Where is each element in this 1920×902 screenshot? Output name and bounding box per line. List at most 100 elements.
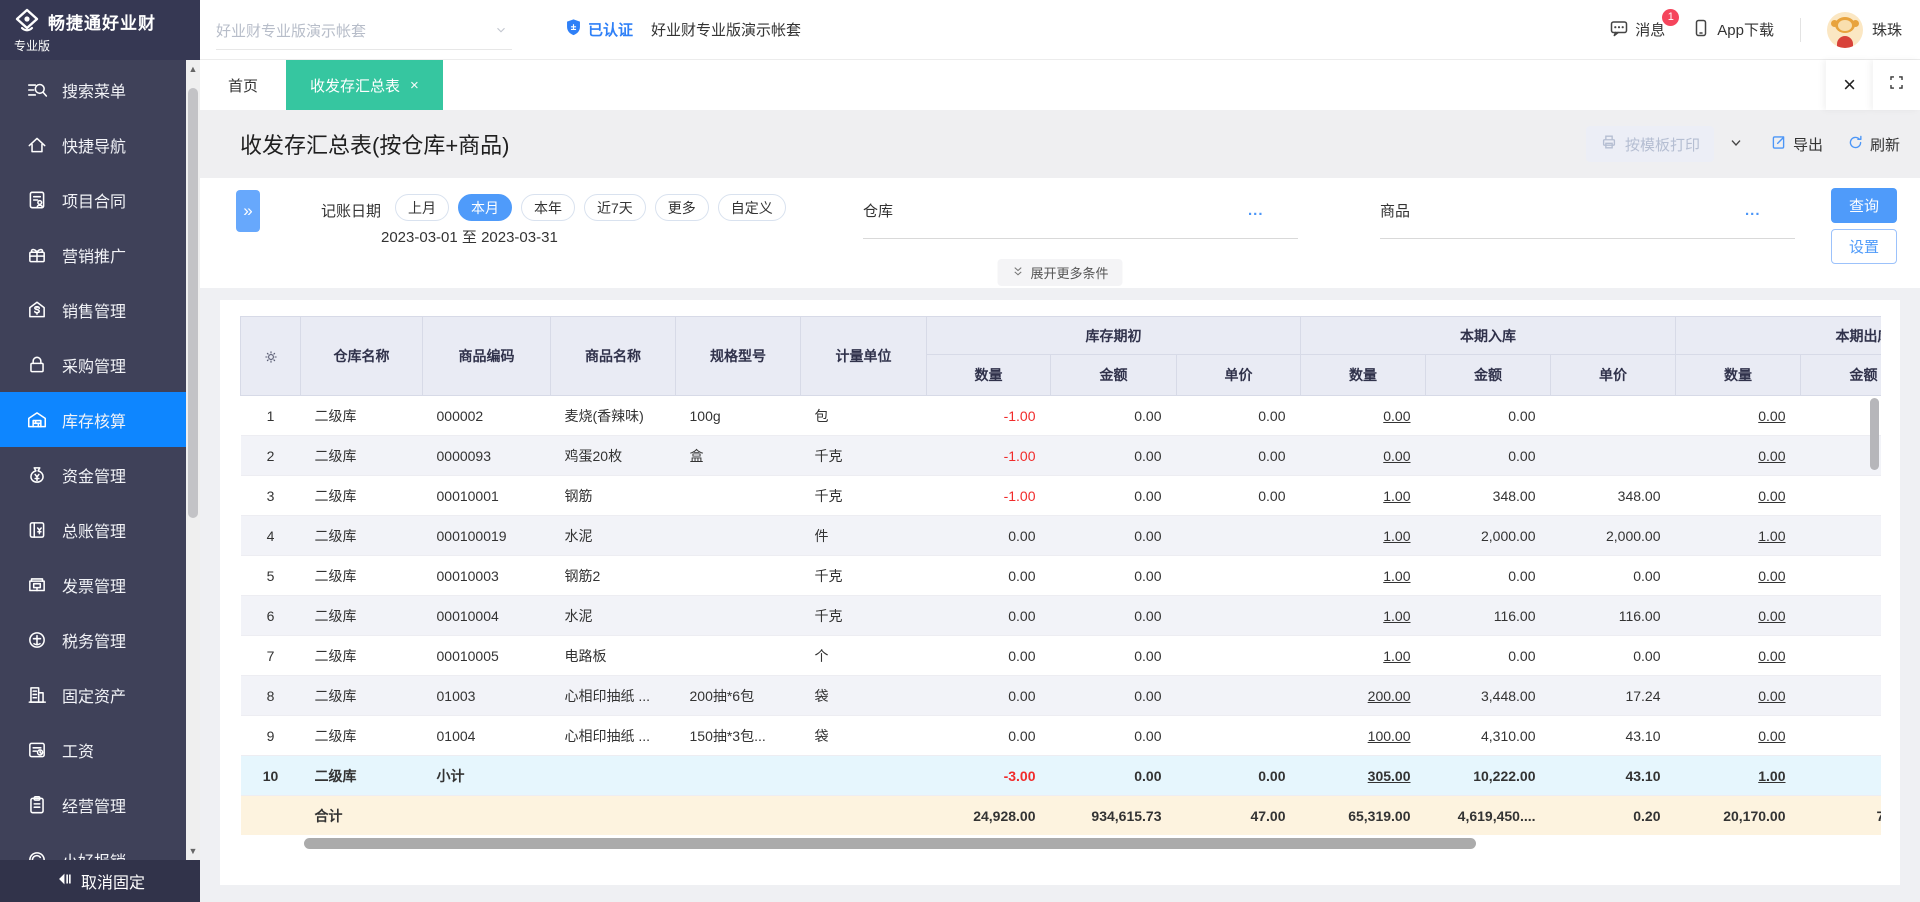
filter-panel: » 记账日期 上月 本月 本年 近7天 更多 自定义 2023-03-01 至 2023-… [200,178,1920,288]
sidebar-item-2[interactable]: 快捷导航 [0,117,186,172]
table-row-3[interactable]: 3 二级库 00010001 钢筋 千克 -1.00 0.00 0.00 1.00 348.00 3… [240,475,1881,516]
collapse-left-icon [55,870,73,893]
table-vertical-scroll-thumb[interactable] [1870,398,1879,470]
column-header[interactable]: 商品名称 [550,316,676,396]
app-download-button[interactable]: App下载 [1691,18,1774,42]
account-selector[interactable]: 好业财专业版演示帐套 [206,10,516,50]
sales-icon [26,299,48,321]
sidebar-item-12[interactable]: 固定资产 [0,667,186,722]
column-subheader[interactable]: 金额 [1800,354,1881,396]
close-icon: × [1843,72,1856,97]
column-header[interactable]: 计量单位 [800,316,927,396]
sidebar-item-13[interactable]: 工资 [0,722,186,777]
table-row-9[interactable]: 9 二级库 01004 心相印抽纸 ... 150抽*3包... 袋 0.00 0.00 100… [240,715,1881,756]
sidebar-scrollbar[interactable]: ▲ ▼ [186,60,200,860]
gear-icon[interactable] [263,347,279,363]
column-group-header: 库存期初 [926,316,1301,355]
sidebar-item-7[interactable]: 库存核算 [0,392,186,447]
subtotal-row[interactable]: 10 二级库 小计 -3.00 0.00 0.00 305.00 10,222.00 43.10… [240,755,1881,796]
column-subheader[interactable]: 数量 [1300,354,1426,396]
sidebar-item-14[interactable]: 经营管理 [0,777,186,832]
export-button[interactable]: 导出 [1770,134,1823,155]
column-header[interactable]: 规格型号 [675,316,801,396]
sidebar-item-label: 发票管理 [62,578,127,596]
print-by-template-button[interactable]: 按模板打印 [1585,126,1714,162]
column-subheader[interactable]: 单价 [1176,354,1301,396]
warehouse-picker-button[interactable]: ... [1248,202,1264,219]
table-row-6[interactable]: 6 二级库 00010004 水泥 千克 0.00 0.00 1.00 116.00 116.00… [240,595,1881,636]
column-header[interactable]: 仓库名称 [300,316,423,396]
topbar: 好业财专业版演示帐套 已认证 好业财专业版演示帐套 消息 1 App下载 [200,0,1920,60]
sidebar-item-5[interactable]: 销售管理 [0,282,186,337]
sidebar-item-4[interactable]: 营销推广 [0,227,186,282]
avatar [1826,11,1863,48]
refresh-button[interactable]: 刷新 [1847,134,1900,155]
sidebar-item-6[interactable]: 采购管理 [0,337,186,392]
user-name: 珠珠 [1871,22,1902,39]
sidebar-item-3[interactable]: 项目合同 [0,172,186,227]
product-input[interactable] [1380,238,1795,239]
double-chevron-down-icon [1011,265,1024,281]
date-pill-更多[interactable]: 更多 [654,194,709,221]
expand-more-conditions-button[interactable]: 展开更多条件 [997,259,1123,286]
table-horizontal-scroll-thumb[interactable] [304,838,1476,849]
sidebar-item-10[interactable]: 发票管理 [0,557,186,612]
date-pill-上月[interactable]: 上月 [395,194,449,221]
date-pill-近7天[interactable]: 近7天 [584,194,646,221]
total-row[interactable]: 合计 24,928.00 934,615.73 47.00 65,319.00 4,619… [240,795,1881,835]
ledger-icon [26,519,48,541]
table-row-2[interactable]: 2 二级库 0000093 鸡蛋20枚盒千克 -1.00 0.00 0.00 0.00 0.00… [240,435,1881,476]
column-group-header: 本期出库 [1675,316,1881,355]
search-menu-icon [26,79,48,101]
fullscreen-button[interactable] [1873,60,1920,110]
scroll-down-icon[interactable]: ▼ [188,846,198,856]
settings-button[interactable]: 设置 [1831,229,1897,264]
sidebar-item-label: 采购管理 [62,358,127,376]
table-row-7[interactable]: 7 二级库 00010005 电路板个 0.00 0.00 1.00 0.00 0.00 0.00 [240,635,1881,676]
date-range-value[interactable]: 2023-03-01 至 2023-03-31 [381,229,558,246]
column-subheader[interactable]: 金额 [1425,354,1551,396]
sidebar-item-label: 工资 [62,743,95,761]
date-pill-本年[interactable]: 本年 [521,194,575,221]
close-page-button[interactable]: × [1826,60,1873,110]
table-row-1[interactable]: 1 二级库 000002 麦烧(香辣味) 100g 包 -1.00 0.00 0.00 0.00 0… [240,395,1881,436]
warehouse-input[interactable] [863,238,1298,239]
tab-summary-label: 收发存汇总表 [310,77,401,95]
unpin-sidebar-button[interactable]: 取消固定 [0,860,200,902]
sidebar-item-label: 项目合同 [62,193,127,211]
tab-home[interactable]: 首页 [228,77,259,95]
sidebar-item-label: 快捷导航 [62,138,127,156]
date-pill-本月[interactable]: 本月 [458,194,512,221]
date-pill-自定义[interactable]: 自定义 [717,194,786,221]
product-picker-button[interactable]: ... [1745,202,1761,219]
sidebar-item-8[interactable]: 资金管理 [0,447,186,502]
column-subheader[interactable]: 数量 [1675,354,1801,396]
verified-badge[interactable]: 已认证 [564,18,633,42]
sidebar-item-11[interactable]: 税务管理 [0,612,186,667]
brand-name: 畅捷通好业财 [48,13,156,33]
expand-filter-handle[interactable]: » [236,190,260,232]
tab-close-icon[interactable]: × [410,76,419,94]
table-row-5[interactable]: 5 二级库 00010003 钢筋2 千克 0.00 0.00 1.00 0.00 0.00 0.0… [240,555,1881,596]
brand-logo-icon [14,8,40,34]
column-header[interactable]: 商品编码 [422,316,551,396]
scroll-up-icon[interactable]: ▲ [188,64,198,74]
sidebar-scroll-thumb[interactable] [188,88,198,518]
table-row-4[interactable]: 4 二级库 000100019 水泥件 0.00 0.00 1.00 2,000.00 2,00… [240,515,1881,556]
table-row-8[interactable]: 8 二级库 01003 心相印抽纸 ... 200抽*6包袋 0.00 0.00 200.00… [240,675,1881,716]
query-button[interactable]: 查询 [1831,188,1897,223]
refresh-icon [1847,134,1864,155]
messages-label: 消息 [1635,22,1666,39]
column-subheader[interactable]: 金额 [1050,354,1177,396]
column-subheader[interactable]: 单价 [1550,354,1676,396]
column-subheader[interactable]: 数量 [926,354,1051,396]
table-horizontal-scrollbar[interactable] [240,838,1881,850]
topbar-divider [1799,17,1801,42]
messages-button[interactable]: 消息 1 [1609,8,1680,42]
sidebar-item-9[interactable]: 总账管理 [0,502,186,557]
print-options-chevron-icon[interactable] [1728,135,1746,153]
user-menu[interactable]: 珠珠 [1826,11,1902,48]
sidebar-item-1[interactable]: 搜索菜单 [0,62,186,117]
tab-summary-report[interactable]: 收发存汇总表 × [286,60,443,110]
